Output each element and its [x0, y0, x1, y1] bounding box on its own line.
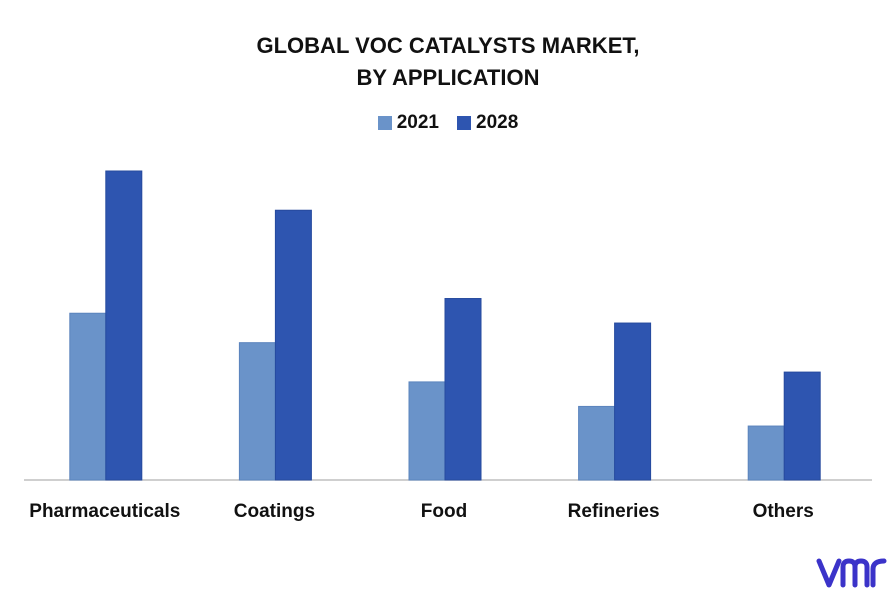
legend-item-2028: 2028 — [457, 112, 518, 134]
legend-swatch-2021 — [377, 116, 392, 130]
bar-pharmaceuticals-2028 — [105, 170, 143, 481]
x-tick-label-pharmaceuticals: Pharmaceuticals — [29, 501, 180, 522]
bar-others-2021 — [747, 425, 785, 481]
x-tick-label-others: Others — [753, 501, 814, 522]
chart-legend: 2021 2028 — [0, 112, 896, 134]
chart-title-line-1: GLOBAL VOC CATALYSTS MARKET, — [256, 33, 640, 58]
legend-item-2021: 2021 — [377, 112, 439, 134]
vmr-logo-icon — [816, 558, 887, 588]
legend-label-2021: 2021 — [396, 112, 439, 133]
bar-refineries-2021 — [578, 405, 616, 481]
x-tick-label-food: Food — [421, 501, 467, 522]
bar-food-2028 — [444, 298, 482, 481]
bar-coatings-2028 — [274, 209, 312, 481]
legend-label-2028: 2028 — [476, 112, 519, 133]
bar-coatings-2021 — [238, 342, 276, 481]
x-tick-label-refineries: Refineries — [568, 501, 660, 522]
chart-title-line-2: BY APPLICATION — [356, 65, 540, 90]
chart-title: GLOBAL VOC CATALYSTS MARKET, BY APPLICAT… — [0, 30, 896, 94]
bar-pharmaceuticals-2021 — [69, 312, 107, 481]
bar-refineries-2028 — [614, 322, 652, 481]
bar-others-2028 — [783, 371, 821, 481]
bar-food-2021 — [408, 381, 446, 481]
legend-swatch-2028 — [457, 116, 471, 130]
x-tick-label-coatings: Coatings — [234, 501, 315, 522]
